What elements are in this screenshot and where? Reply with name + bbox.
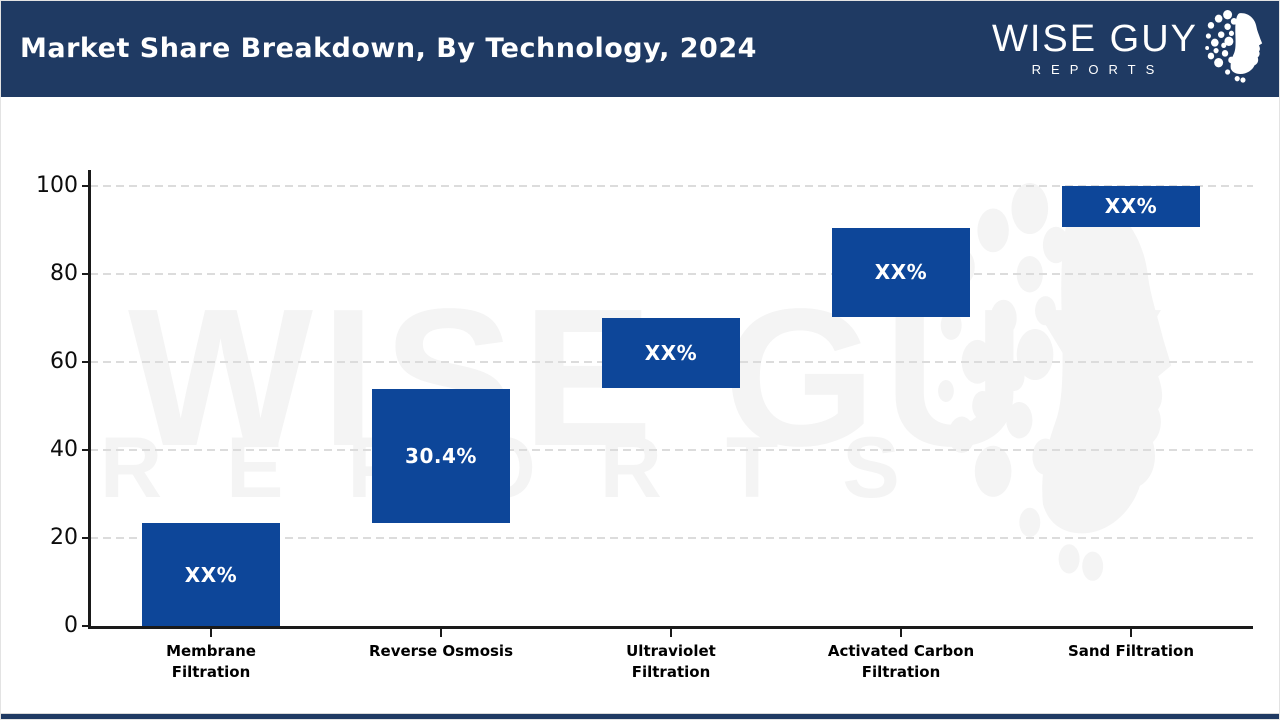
y-tick-label: 40 <box>50 437 78 462</box>
x-tick-mark <box>440 629 442 637</box>
waterfall-bar: XX% <box>832 227 970 318</box>
y-tick-label: 80 <box>50 261 78 286</box>
x-axis-line <box>88 626 1253 629</box>
y-tick-mark <box>82 185 90 187</box>
y-tick-mark <box>82 273 90 275</box>
logo-subtext: REPORTS <box>1031 62 1165 77</box>
x-category-label: Reverse Osmosis <box>368 642 513 660</box>
y-tick-label: 100 <box>36 173 78 198</box>
x-tick-mark <box>1130 629 1132 637</box>
page-title: Market Share Breakdown, By Technology, 2… <box>20 33 757 64</box>
waterfall-bar: XX% <box>142 523 280 626</box>
logo: WISE GUY REPORTS <box>992 8 1266 88</box>
bar-value-label: XX% <box>874 260 928 285</box>
y-tick-mark <box>82 361 90 363</box>
waterfall-bar: XX% <box>1062 186 1200 227</box>
y-tick-label: 60 <box>50 349 78 374</box>
y-gridline <box>90 537 1253 539</box>
y-gridline <box>90 185 1253 187</box>
bar-value-label: XX% <box>644 341 698 366</box>
y-tick-label: 0 <box>64 613 78 638</box>
footer-bar <box>0 713 1280 720</box>
logo-wordmark: WISE GUY <box>991 18 1198 60</box>
x-category-label: Activated Carbon Filtration <box>827 642 975 681</box>
y-gridline <box>90 449 1253 451</box>
x-category-label: Ultraviolet Filtration <box>626 642 716 681</box>
x-category-label: Sand Filtration <box>1067 642 1195 660</box>
x-tick-mark <box>210 629 212 637</box>
header-bar: Market Share Breakdown, By Technology, 2… <box>0 0 1280 97</box>
bar-value-label: 30.4% <box>405 444 477 469</box>
y-tick-label: 20 <box>50 525 78 550</box>
bar-value-label: XX% <box>184 562 238 587</box>
x-tick-mark <box>670 629 672 637</box>
x-category-label: Membrane Filtration <box>166 642 256 681</box>
waterfall-bar: XX% <box>602 318 740 389</box>
y-tick-mark <box>82 449 90 451</box>
y-gridline <box>90 273 1253 275</box>
waterfall-bar: 30.4% <box>372 389 510 524</box>
y-axis-line <box>88 170 91 629</box>
logo-text: WISE GUY REPORTS <box>992 20 1198 76</box>
x-tick-mark <box>900 629 902 637</box>
logo-head-icon <box>1205 10 1263 83</box>
y-tick-mark <box>82 625 90 627</box>
bar-value-label: XX% <box>1104 194 1158 219</box>
y-tick-mark <box>82 537 90 539</box>
